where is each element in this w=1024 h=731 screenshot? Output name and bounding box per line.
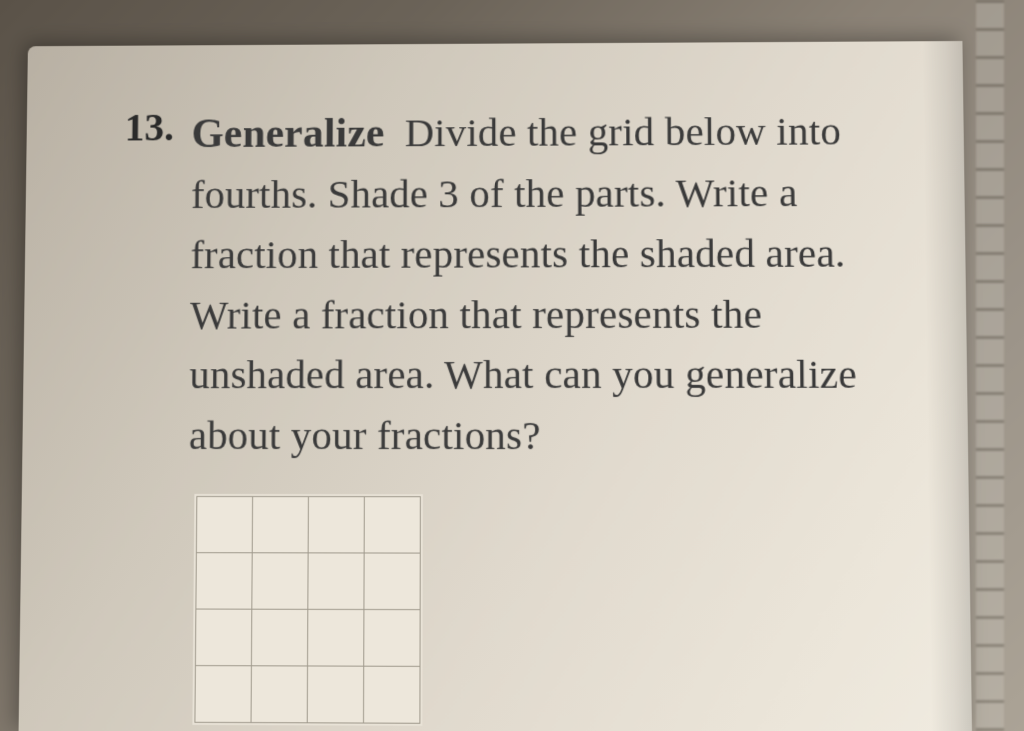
grid-cell — [308, 552, 364, 609]
grid-cell — [252, 552, 308, 609]
page-edge-shadow — [922, 41, 972, 731]
problem-body: Divide the grid below into fourths. Shad… — [189, 108, 857, 458]
grid-cell — [251, 665, 307, 722]
grid-row — [195, 665, 420, 723]
grid-row — [195, 609, 420, 666]
binding-edge — [976, 0, 1004, 731]
grid-row — [196, 552, 420, 609]
grid-cell — [364, 552, 420, 609]
problem-number: 13. — [125, 104, 175, 151]
grid-cell — [307, 665, 363, 722]
grid-cell — [195, 665, 251, 722]
grid-row — [196, 496, 420, 553]
grid-cell — [196, 552, 252, 609]
problem-content: Generalize Divide the grid below into fo… — [186, 101, 890, 731]
grid-cell — [364, 609, 420, 666]
problem-text: Generalize Divide the grid below into fo… — [189, 101, 887, 466]
textbook-page: 13. Generalize Divide the grid below int… — [19, 41, 972, 731]
grid-cell — [308, 496, 364, 552]
grid-cell — [364, 666, 420, 723]
problem-keyword: Generalize — [191, 111, 384, 157]
grid-cell — [308, 609, 364, 666]
problem-block: 13. Generalize Divide the grid below int… — [118, 101, 890, 731]
grid-cell — [364, 496, 420, 552]
grid-table — [194, 496, 420, 724]
grid-cell — [195, 609, 251, 666]
grid-cell — [252, 496, 308, 552]
grid-figure — [192, 494, 422, 726]
grid-cell — [251, 609, 307, 666]
grid-cell — [196, 496, 252, 552]
